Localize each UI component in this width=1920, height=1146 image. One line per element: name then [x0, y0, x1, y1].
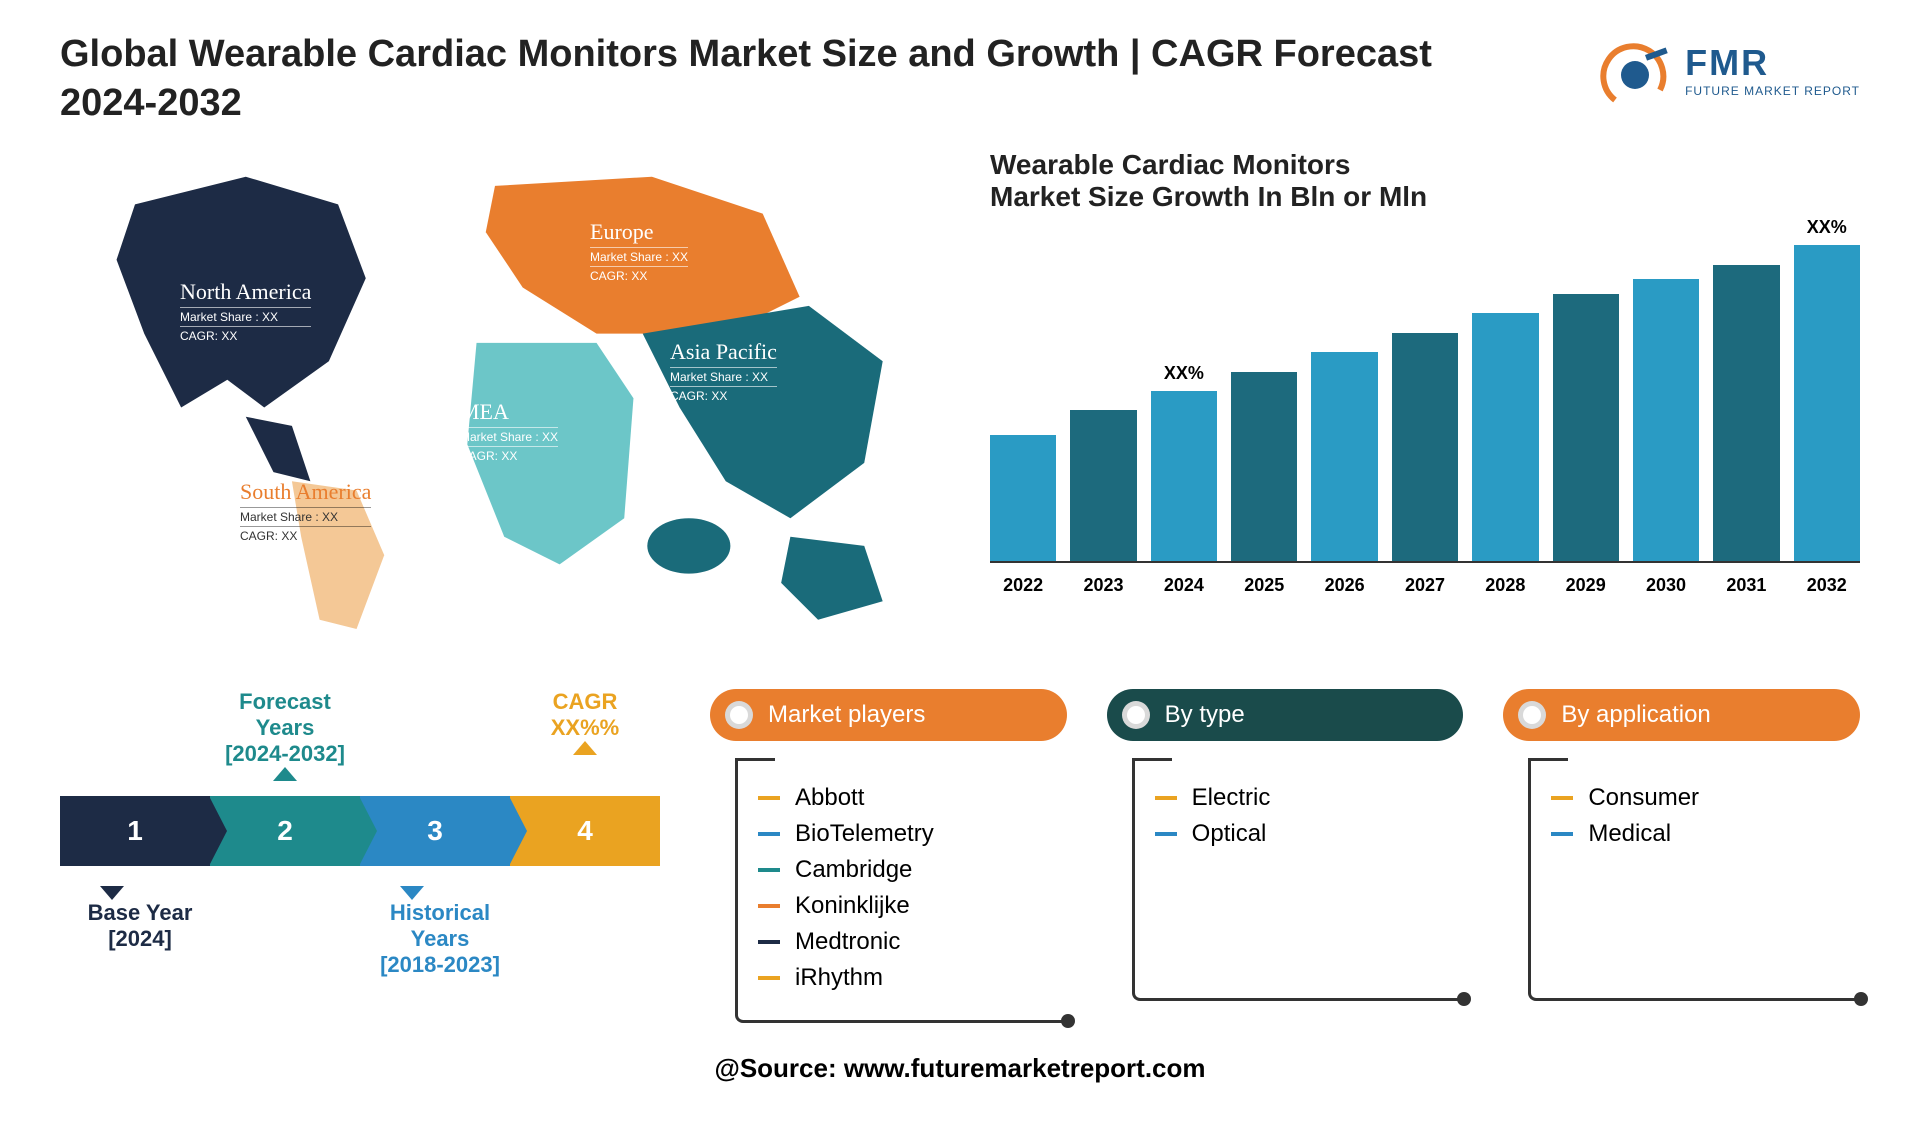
logo: FMR FUTURE MARKET REPORT [1595, 30, 1860, 110]
category-header: Market players [710, 689, 1067, 741]
category-list: Electric Optical [1132, 761, 1464, 1001]
timeline-label-base-year: Base Year[2024] [60, 881, 210, 978]
category-list: Consumer Medical [1528, 761, 1860, 1001]
bar-2026: 2026 [1311, 352, 1377, 561]
map-label-mea: MEA Market Share : XX CAGR: XX [460, 399, 558, 463]
bottom-row: Forecast Years[2024-2032] CAGRXX%% 1234 B… [60, 689, 1860, 1023]
logo-text-sub: FUTURE MARKET REPORT [1685, 84, 1860, 98]
bar-2028: 2028 [1472, 313, 1538, 561]
list-item: Optical [1155, 820, 1444, 848]
timeline-seg-4: 4 [510, 796, 660, 866]
list-item: Medtronic [758, 928, 1047, 956]
chart-title: Wearable Cardiac Monitors Market Size Gr… [990, 149, 1440, 213]
bar-2024: 2024XX% [1151, 391, 1217, 561]
main-row: North America Market Share : XX CAGR: XX… [60, 149, 1860, 629]
list-item: Koninklijke [758, 892, 1047, 920]
timeline-seg-2: 2 [210, 796, 360, 866]
timeline-bar: 1234 [60, 796, 660, 866]
list-item: BioTelemetry [758, 820, 1047, 848]
header: Global Wearable Cardiac Monitors Market … [60, 30, 1860, 129]
map-label-na: North America Market Share : XX CAGR: XX [180, 279, 311, 343]
map-label-sa: South America Market Share : XX CAGR: XX [240, 479, 371, 543]
bar-2031: 2031 [1713, 265, 1779, 561]
list-item: Consumer [1551, 784, 1840, 812]
bars-container: 202220232024XX%2025202620272028202920302… [990, 233, 1860, 563]
logo-text-main: FMR [1685, 42, 1860, 84]
category-market-players: Market players Abbott BioTelemetry Cambridg… [710, 689, 1067, 1023]
timeline-label-forecast-years: Forecast Years[2024-2032] [210, 689, 360, 786]
list-item: Cambridge [758, 856, 1047, 884]
list-item: iRhythm [758, 964, 1047, 992]
bar-chart: Wearable Cardiac Monitors Market Size Gr… [960, 149, 1860, 629]
logo-icon [1595, 30, 1675, 110]
bar-2023: 2023 [1070, 410, 1136, 560]
bar-2029: 2029 [1553, 294, 1619, 561]
timeline-label-cagr: CAGRXX%% [510, 689, 660, 786]
category-list: Abbott BioTelemetry Cambridge Koninklijke Me… [735, 761, 1067, 1023]
timeline: Forecast Years[2024-2032] CAGRXX%% 1234 B… [60, 689, 660, 978]
bar-2030: 2030 [1633, 279, 1699, 560]
map-label-ap: Asia Pacific Market Share : XX CAGR: XX [670, 339, 777, 403]
bar-2027: 2027 [1392, 333, 1458, 561]
list-item: Medical [1551, 820, 1840, 848]
source-text: @Source: www.futuremarketreport.com [60, 1053, 1860, 1084]
category-by-type: By type Electric Optical [1107, 689, 1464, 1023]
page-title: Global Wearable Cardiac Monitors Market … [60, 30, 1510, 129]
category-header: By application [1503, 689, 1860, 741]
bar-2025: 2025 [1231, 372, 1297, 561]
timeline-seg-1: 1 [60, 796, 210, 866]
timeline-seg-3: 3 [360, 796, 510, 866]
world-map: North America Market Share : XX CAGR: XX… [60, 149, 930, 629]
bar-2032: 2032XX% [1794, 245, 1860, 560]
bar-2022: 2022 [990, 435, 1056, 561]
category-by-application: By application Consumer Medical [1503, 689, 1860, 1023]
category-header: By type [1107, 689, 1464, 741]
list-item: Electric [1155, 784, 1444, 812]
categories: Market players Abbott BioTelemetry Cambridg… [710, 689, 1860, 1023]
map-label-eu: Europe Market Share : XX CAGR: XX [590, 219, 688, 283]
list-item: Abbott [758, 784, 1047, 812]
timeline-label-historical-years: Historical Years[2018-2023] [360, 881, 510, 978]
